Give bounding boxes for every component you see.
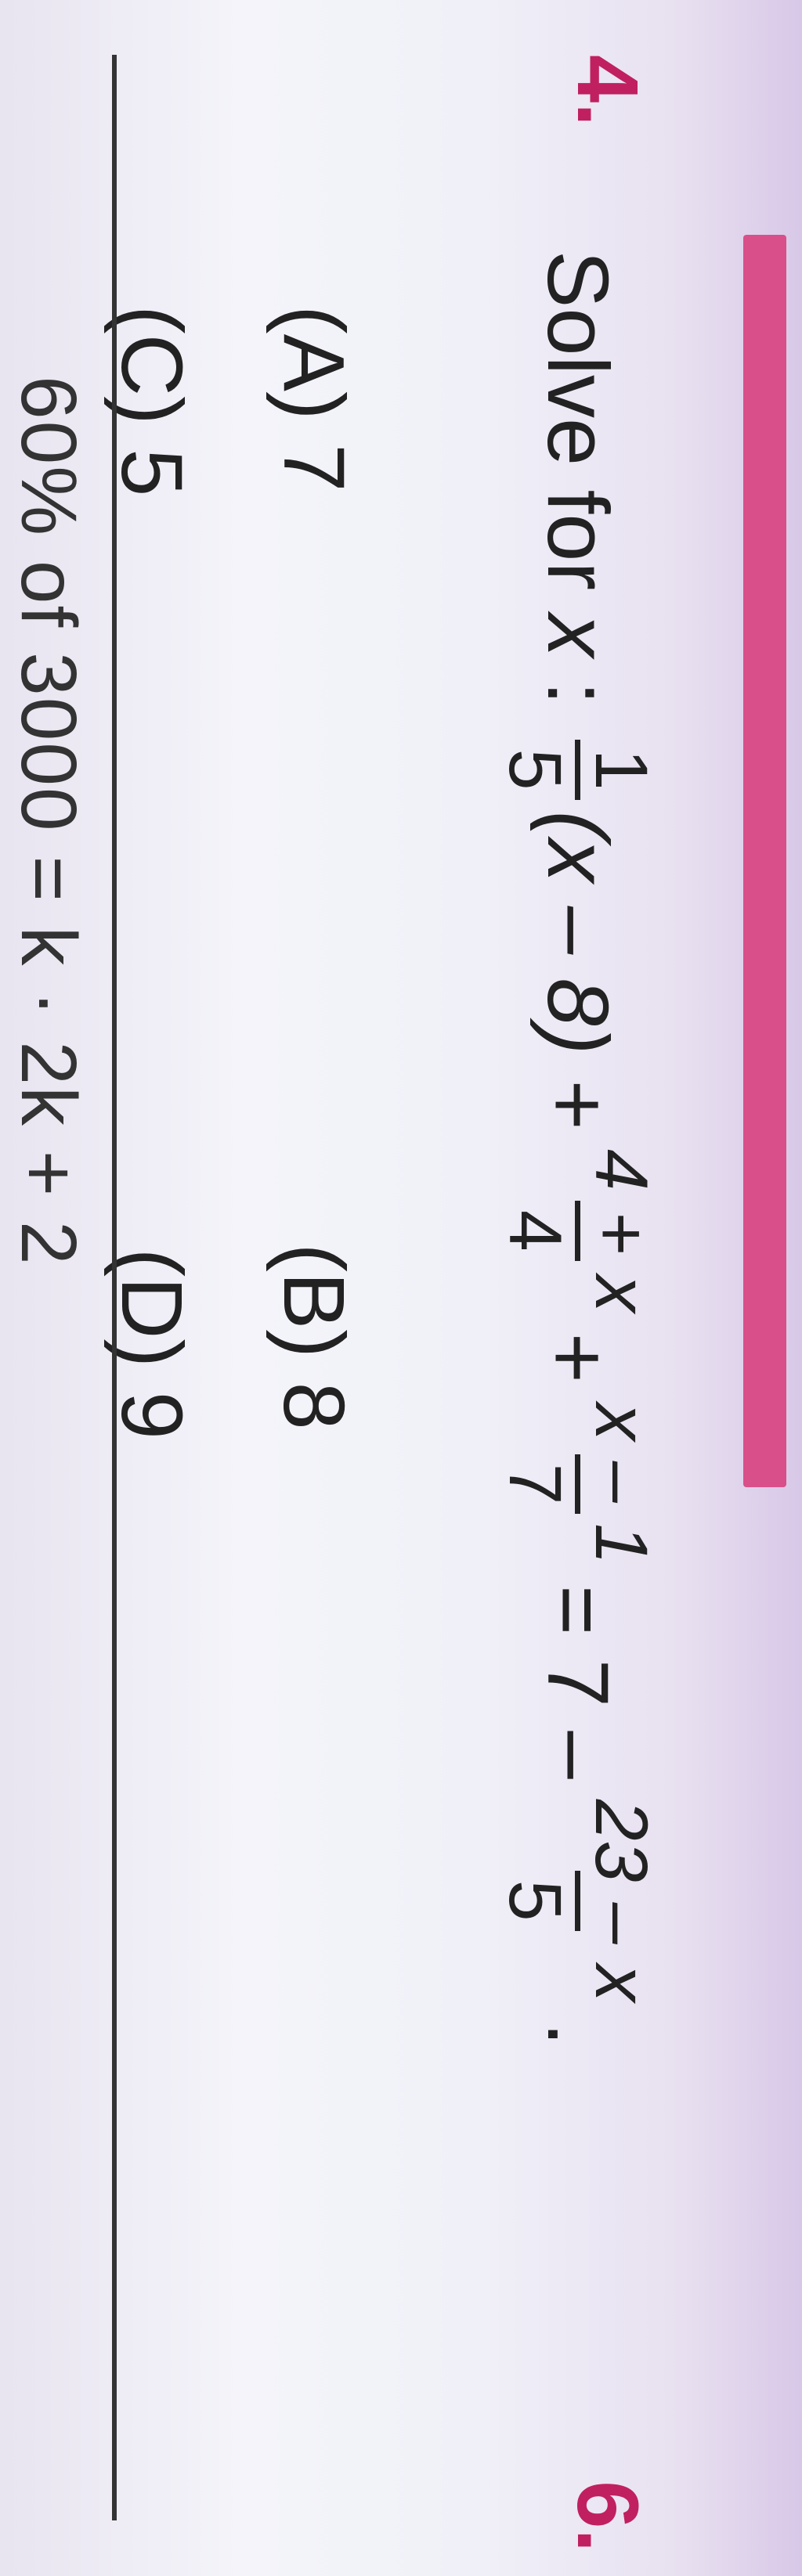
horizontal-divider <box>112 55 117 2520</box>
question-text: Solve for x : 1 5 (x – 8) + 4 + x 4 + x … <box>494 250 661 2046</box>
question-number-6: 6. <box>558 2481 657 2553</box>
fraction-3: x – 1 7 <box>494 1394 661 1574</box>
equals-part: = 7 – <box>528 1585 627 1779</box>
bottom-fragment-text: 60% of 3000 = k · 2k + 2 <box>3 376 93 1266</box>
plus-sign: + <box>528 1333 627 1383</box>
paren-term: (x – 8) + <box>528 811 627 1129</box>
solve-prefix: Solve for x : <box>528 250 627 705</box>
option-a: (A) 7 <box>264 305 363 492</box>
period: . <box>528 2023 627 2047</box>
option-b: (B) 8 <box>264 1243 363 1429</box>
pink-header-bar <box>743 235 786 1487</box>
option-c: (C) 5 <box>102 305 201 496</box>
fraction-1: 1 5 <box>494 740 661 800</box>
option-d: (D) 9 <box>102 1248 201 1439</box>
fraction-4: 23 – x 5 <box>494 1790 661 2012</box>
fraction-2: 4 + x 4 <box>494 1140 661 1322</box>
question-number-4: 4. <box>558 55 657 127</box>
